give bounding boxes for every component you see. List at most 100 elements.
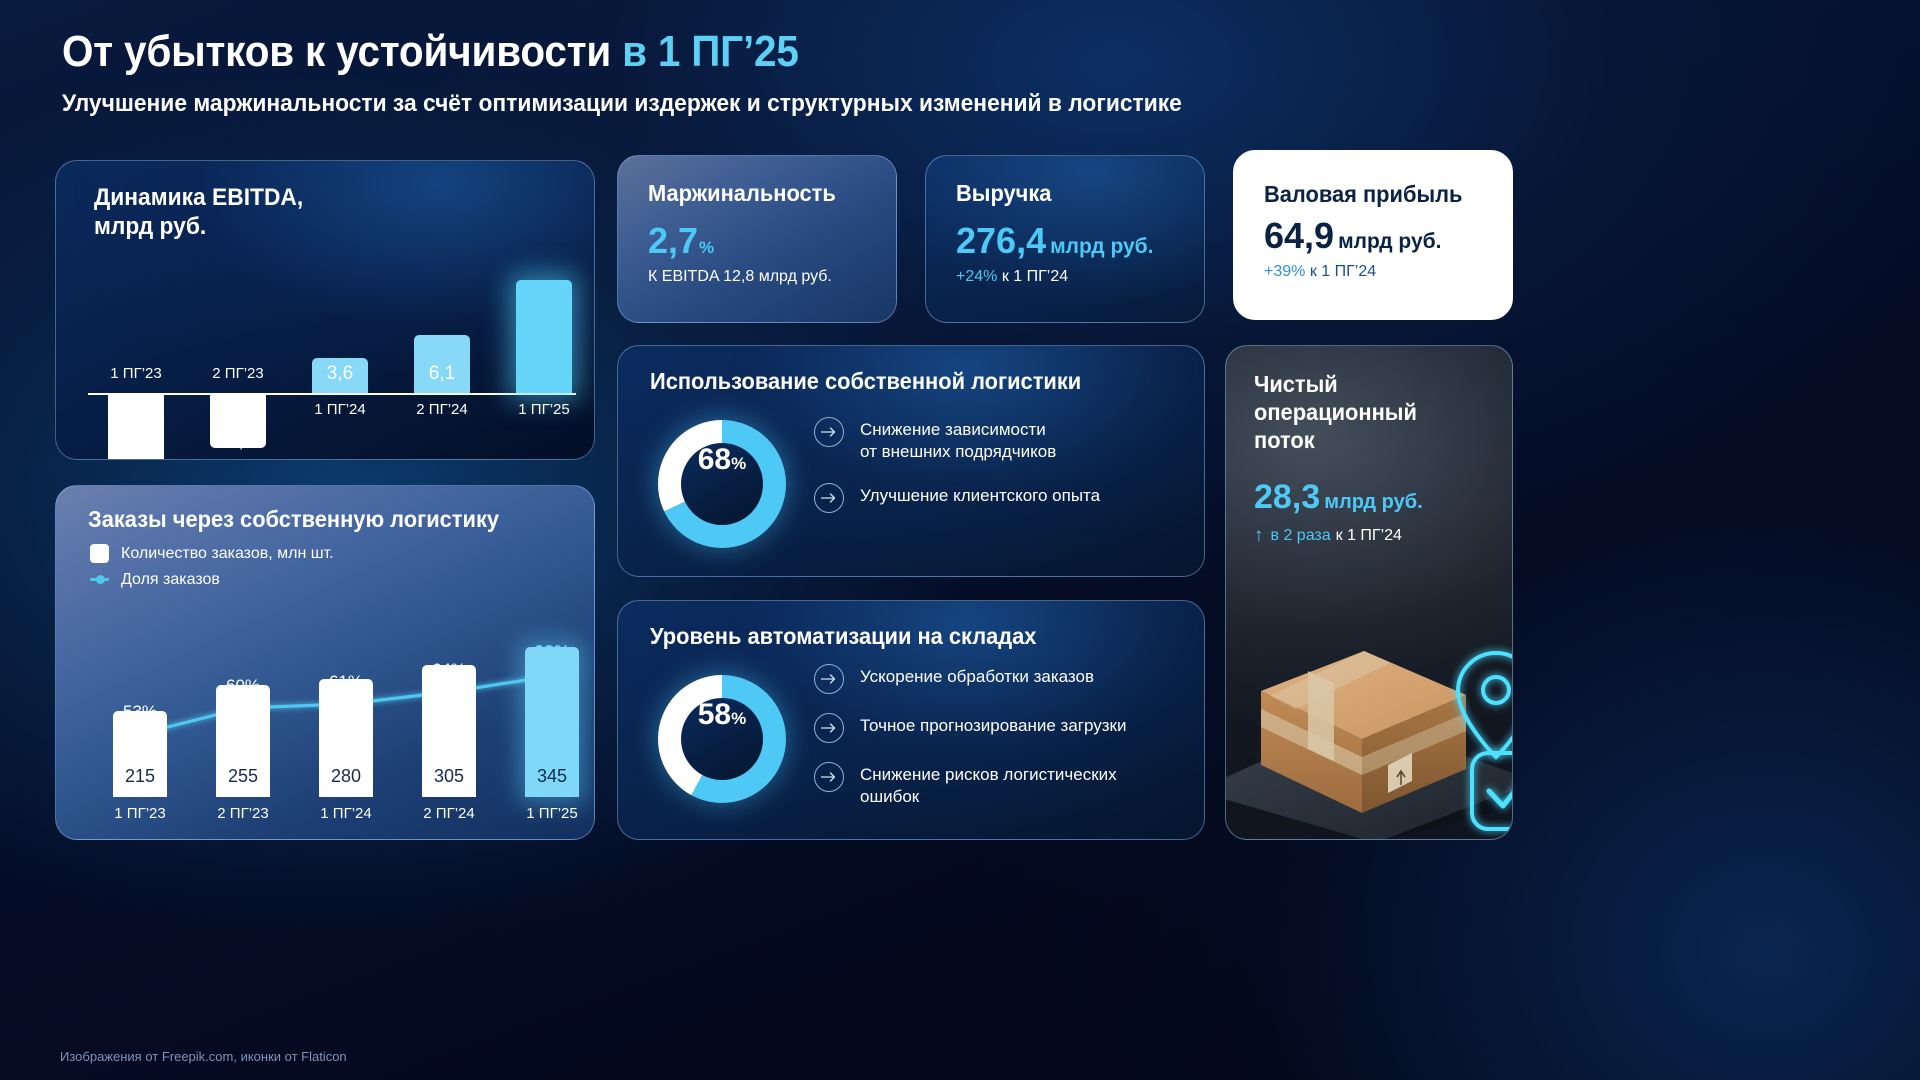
own-logistics-donut-wrap: 68% [658, 420, 786, 548]
kpi-margin-unit: % [699, 238, 715, 257]
own-logistics-percent-sign: % [731, 454, 747, 473]
parcel-illustration [1226, 650, 1512, 839]
kpi-card-gross-profit: Валовая прибыль 64,9 млрд руб. +39% к 1 П… [1233, 150, 1513, 320]
orders-plot: 53% 60% 61% 64% 68% 215 1 ПГ’23 255 2 ПГ… [76, 622, 580, 831]
ebitda-xlabel-0: 1 ПГ’23 [110, 365, 162, 382]
netflow-value-row: 28,3 млрд руб. [1254, 478, 1423, 517]
ebitda-bar-fill-0 [108, 393, 164, 459]
kpi-margin-value: 2,7 [648, 220, 699, 261]
orders-value-1: 255 [227, 766, 259, 786]
ebitda-plot: 1 ПГ’23 -9,2 2 ПГ’23 -6,8 3,6 1 ПГ’24 6,… [80, 271, 580, 459]
ebitda-bar-fill-2 [312, 358, 368, 393]
kpi-revenue-unit: млрд руб. [1050, 235, 1154, 258]
orders-card-title: Заказы через собственную логистику [88, 506, 500, 532]
kpi-card-margin: Маржинальность 2,7% К EBITDA 12,8 млрд р… [617, 155, 897, 323]
bullet-item: Снижение рисков логистических ошибок [814, 761, 1180, 809]
bullet-text: Точное прогнозирование загрузки [860, 716, 1127, 735]
bullet-text: Снижение зависимости от внешних подрядчи… [860, 420, 1057, 462]
bullet-item: Точное прогнозирование загрузки [814, 712, 1180, 743]
page-title: От убытков к устойчивости в 1 ПГ’25 [62, 28, 1534, 76]
netflow-unit: млрд руб. [1324, 491, 1423, 513]
kpi-revenue-sub: +24% к 1 ПГ’24 [956, 268, 1068, 286]
automation-title: Уровень автоматизации на складах [650, 623, 1037, 649]
bullet-item: Снижение зависимости от внешних подрядчи… [814, 416, 1180, 464]
automation-card: Уровень автоматизации на складах 58% Уск… [617, 600, 1205, 840]
ebitda-value-1: -6,8 [221, 431, 255, 452]
header: От убытков к устойчивости в 1 ПГ’25 Улуч… [62, 28, 1662, 118]
kpi-gross-title: Валовая прибыль [1264, 181, 1463, 207]
kpi-revenue-delta: +24% [956, 268, 998, 285]
automation-percent-sign: % [731, 709, 747, 728]
ebitda-bar-fill-1 [210, 393, 266, 448]
legend-label-bars: Количество заказов, млн шт. [121, 544, 334, 562]
ebitda-bar-fill-3 [414, 335, 470, 393]
orders-chart-card: Заказы через собственную логистику Колич… [55, 485, 595, 840]
ebitda-value-0: -9,2 [119, 449, 153, 460]
ebitda-value-2: 3,6 [326, 363, 354, 384]
orders-value-4: 345 [536, 766, 568, 786]
netflow-title: Чистый операционный поток [1254, 371, 1417, 454]
page-subtitle: Улучшение маржинальности за счёт оптимиз… [62, 89, 1182, 117]
ebitda-xlabel-2: 1 ПГ’24 [314, 401, 366, 418]
netflow-multiplier: в 2 раза [1270, 526, 1331, 544]
ebitda-chart-card: Динамика EBITDA, млрд руб. 1 ПГ’23 -9,2 … [55, 160, 595, 460]
kpi-gross-value-row: 64,9 млрд руб. [1264, 215, 1441, 257]
legend-item-bars: Количество заказов, млн шт. [90, 544, 334, 563]
ebitda-xlabel-1: 2 ПГ’23 [212, 365, 264, 382]
bullet-text: Ускорение обработки заказов [860, 667, 1094, 686]
arrow-right-icon [814, 664, 844, 694]
automation-bullets: Ускорение обработки заказов Точное прогн… [814, 663, 1180, 827]
bullet-item: Улучшение клиентского опыта [814, 482, 1180, 513]
bullet-text: Улучшение клиентского опыта [860, 485, 1101, 505]
netflow-sub: ↑ в 2 раза к 1 ПГ’24 [1254, 526, 1402, 545]
legend-line-icon [90, 570, 109, 589]
netflow-period: к 1 ПГ’24 [1335, 526, 1402, 544]
ebitda-xlabel-4: 1 ПГ’25 [518, 401, 570, 418]
own-logistics-title: Использование собственной логистики [650, 368, 1082, 394]
own-logistics-percent: 68 [697, 443, 732, 476]
orders-bar-1: 255 2 ПГ’23 [216, 685, 270, 822]
orders-xlabel-4: 1 ПГ’25 [526, 805, 578, 822]
automation-percent: 58 [697, 698, 732, 731]
automation-donut-wrap: 58% [658, 675, 786, 803]
page-title-accent: в 1 ПГ’25 [622, 27, 799, 76]
orders-xlabel-3: 2 ПГ’24 [423, 805, 475, 822]
own-logistics-bullets: Снижение зависимости от внешних подрядчи… [814, 416, 1180, 531]
legend-label-line: Доля заказов [121, 570, 220, 588]
kpi-card-revenue: Выручка 276,4 млрд руб. +24% к 1 ПГ’24 [925, 155, 1205, 323]
kpi-gross-delta: +39% [1264, 263, 1306, 280]
arrow-right-icon [814, 482, 844, 513]
arrow-right-icon [814, 762, 844, 792]
netflow-card: Чистый операционный поток 28,3 млрд руб. … [1225, 345, 1513, 840]
orders-xlabel-1: 2 ПГ’23 [217, 805, 269, 822]
kpi-revenue-title: Выручка [956, 180, 1052, 206]
orders-xlabel-2: 1 ПГ’24 [320, 805, 372, 822]
automation-donut: 58% [658, 675, 786, 803]
location-pin-icon [1455, 650, 1512, 760]
orders-bar-4: 345 1 ПГ’25 [525, 647, 579, 822]
orders-value-2: 280 [330, 766, 362, 786]
arrow-up-icon: ↑ [1254, 525, 1264, 546]
footer-credit: Изображения от Freepik.com, иконки от Fl… [60, 1049, 347, 1064]
kpi-revenue-period: к 1 ПГ’24 [997, 268, 1069, 285]
own-logistics-donut: 68% [658, 420, 786, 548]
kpi-margin-title: Маржинальность [648, 180, 836, 206]
arrow-right-icon [814, 713, 844, 743]
arrow-right-icon [814, 417, 844, 447]
own-logistics-donut-center: 68% [681, 443, 763, 525]
orders-value-0: 215 [124, 766, 156, 786]
kpi-revenue-value: 276,4 [956, 220, 1047, 261]
automation-donut-center: 58% [681, 698, 763, 780]
own-logistics-card: Использование собственной логистики 68% … [617, 345, 1205, 577]
page-title-main: От убытков к устойчивости [62, 27, 612, 76]
bullet-item: Ускорение обработки заказов [814, 663, 1180, 694]
ebitda-zero-axis [88, 393, 576, 395]
kpi-revenue-value-row: 276,4 млрд руб. [956, 220, 1153, 262]
ebitda-card-title: Динамика EBITDA, млрд руб. [94, 184, 304, 241]
orders-legend: Количество заказов, млн шт. Доля заказов [90, 544, 334, 596]
legend-item-line: Доля заказов [90, 570, 334, 589]
kpi-gross-value: 64,9 [1264, 215, 1335, 256]
orders-xlabel-0: 1 ПГ’23 [114, 805, 166, 822]
kpi-margin-value-row: 2,7% [648, 220, 714, 262]
